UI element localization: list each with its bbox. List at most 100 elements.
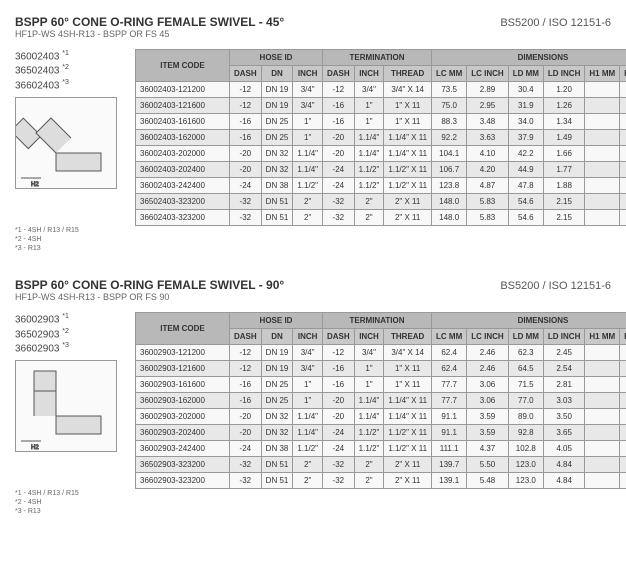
data-cell: 3.59: [467, 409, 508, 425]
data-cell: 2": [354, 210, 384, 226]
table-row: 36602403-323200-32DN 512"-322"2" X 11148…: [136, 210, 626, 226]
data-cell: 3.06: [467, 393, 508, 409]
data-cell: 2" X 11: [384, 457, 432, 473]
data-cell: 1.20: [543, 82, 584, 98]
data-cell: 4.84: [543, 473, 584, 489]
data-cell: [585, 345, 620, 361]
data-cell: 37.9: [508, 130, 543, 146]
data-cell: 1.1/4": [354, 130, 384, 146]
data-cell: 2": [354, 473, 384, 489]
data-cell: DN 19: [261, 345, 293, 361]
data-cell: 1.1/4" X 11: [384, 409, 432, 425]
data-cell: 1.1/2": [293, 441, 323, 457]
section-title: BSPP 60° CONE O-RING FEMALE SWIVEL - 90°: [15, 278, 284, 292]
column-header-cell: DASH: [323, 66, 355, 82]
table-wrap: ITEM CODEHOSE IDTERMINATIONDIMENSIONSDAS…: [135, 312, 626, 489]
item-code-cell: 36002903-121600: [136, 361, 230, 377]
group-header-cell: ITEM CODE: [136, 313, 230, 345]
footnotes: *1 - 4SH / R13 / R15*2 - 4SH*3 - R13: [15, 226, 611, 253]
data-cell: 54.6: [508, 194, 543, 210]
table-row: 36002403-202000-20DN 321.1/4"-201.1/4"1.…: [136, 146, 626, 162]
data-cell: 2": [354, 194, 384, 210]
product-section: BSPP 60° CONE O-RING FEMALE SWIVEL - 45°…: [15, 15, 611, 253]
data-cell: -32: [323, 194, 355, 210]
header-row: BSPP 60° CONE O-RING FEMALE SWIVEL - 90°…: [15, 278, 611, 292]
data-cell: 62.3: [508, 345, 543, 361]
data-cell: [585, 361, 620, 377]
data-cell: 2": [293, 210, 323, 226]
data-cell: -32: [323, 210, 355, 226]
column-header-cell: LC MM: [432, 66, 467, 82]
data-cell: 5.48: [467, 473, 508, 489]
data-cell: 1.66: [543, 146, 584, 162]
item-code-cell: 36002403-121600: [136, 98, 230, 114]
data-cell: 1.1/2": [354, 441, 384, 457]
product-section: BSPP 60° CONE O-RING FEMALE SWIVEL - 90°…: [15, 278, 611, 516]
data-cell: DN 25: [261, 130, 293, 146]
data-cell: 77.7: [432, 377, 467, 393]
data-cell: DN 38: [261, 441, 293, 457]
column-header-cell: THREAD: [384, 329, 432, 345]
data-cell: 3.65: [543, 425, 584, 441]
data-cell: 60: [620, 441, 626, 457]
data-cell: 1.1/2" X 11: [384, 178, 432, 194]
product-code: 36602903 *3: [15, 341, 125, 355]
data-cell: [585, 98, 620, 114]
spec-table: ITEM CODEHOSE IDTERMINATIONDIMENSIONSDAS…: [135, 312, 626, 489]
data-cell: 1": [293, 377, 323, 393]
data-cell: 38: [620, 361, 626, 377]
data-cell: 3.48: [467, 114, 508, 130]
footnote: *2 - 4SH: [15, 498, 611, 507]
data-cell: -16: [230, 393, 262, 409]
column-header-cell: THREAD: [384, 66, 432, 82]
data-cell: -24: [323, 162, 355, 178]
data-cell: 50: [620, 130, 626, 146]
data-cell: -12: [230, 98, 262, 114]
item-code-cell: 36002903-202000: [136, 409, 230, 425]
item-code-cell: 36002403-121200: [136, 82, 230, 98]
data-cell: 50: [620, 409, 626, 425]
subtitle: HF1P-WS 4SH-R13 - BSPP OR FS 45: [15, 29, 611, 39]
item-code-cell: 36002403-202000: [136, 146, 230, 162]
data-cell: [585, 194, 620, 210]
data-cell: 71.5: [508, 377, 543, 393]
data-cell: [585, 146, 620, 162]
code-sup: *1: [62, 50, 69, 57]
data-cell: 32: [620, 345, 626, 361]
data-cell: DN 51: [261, 473, 293, 489]
data-cell: 2": [293, 457, 323, 473]
data-cell: -32: [230, 457, 262, 473]
data-cell: 148.0: [432, 210, 467, 226]
data-cell: 1": [354, 98, 384, 114]
data-cell: 50: [620, 146, 626, 162]
code-sup: *2: [62, 64, 69, 71]
data-cell: 2.54: [543, 361, 584, 377]
data-cell: 1": [293, 393, 323, 409]
data-cell: 3/4": [354, 82, 384, 98]
data-cell: 148.0: [432, 194, 467, 210]
data-cell: 2": [293, 194, 323, 210]
data-cell: 1.1/2": [293, 178, 323, 194]
data-cell: DN 25: [261, 114, 293, 130]
item-code-cell: 36502403-323200: [136, 194, 230, 210]
data-cell: DN 19: [261, 82, 293, 98]
data-cell: 4.37: [467, 441, 508, 457]
data-cell: 3/4": [293, 345, 323, 361]
code-value: 36602403: [15, 80, 60, 91]
data-cell: -20: [230, 409, 262, 425]
left-column: 36002903 *136502903 *236602903 *3 H2: [15, 312, 125, 489]
data-cell: [585, 409, 620, 425]
data-cell: 4.87: [467, 178, 508, 194]
data-cell: -12: [323, 345, 355, 361]
data-cell: 123.8: [432, 178, 467, 194]
column-header-cell: LD MM: [508, 329, 543, 345]
data-cell: -20: [230, 162, 262, 178]
data-cell: 60: [620, 425, 626, 441]
data-cell: 2.15: [543, 210, 584, 226]
group-header-cell: TERMINATION: [323, 50, 432, 66]
table-row: 36502403-323200-32DN 512"-322"2" X 11148…: [136, 194, 626, 210]
header-row: BSPP 60° CONE O-RING FEMALE SWIVEL - 45°…: [15, 15, 611, 29]
data-cell: DN 19: [261, 98, 293, 114]
footnote: *3 - R13: [15, 507, 611, 516]
data-cell: -24: [323, 178, 355, 194]
